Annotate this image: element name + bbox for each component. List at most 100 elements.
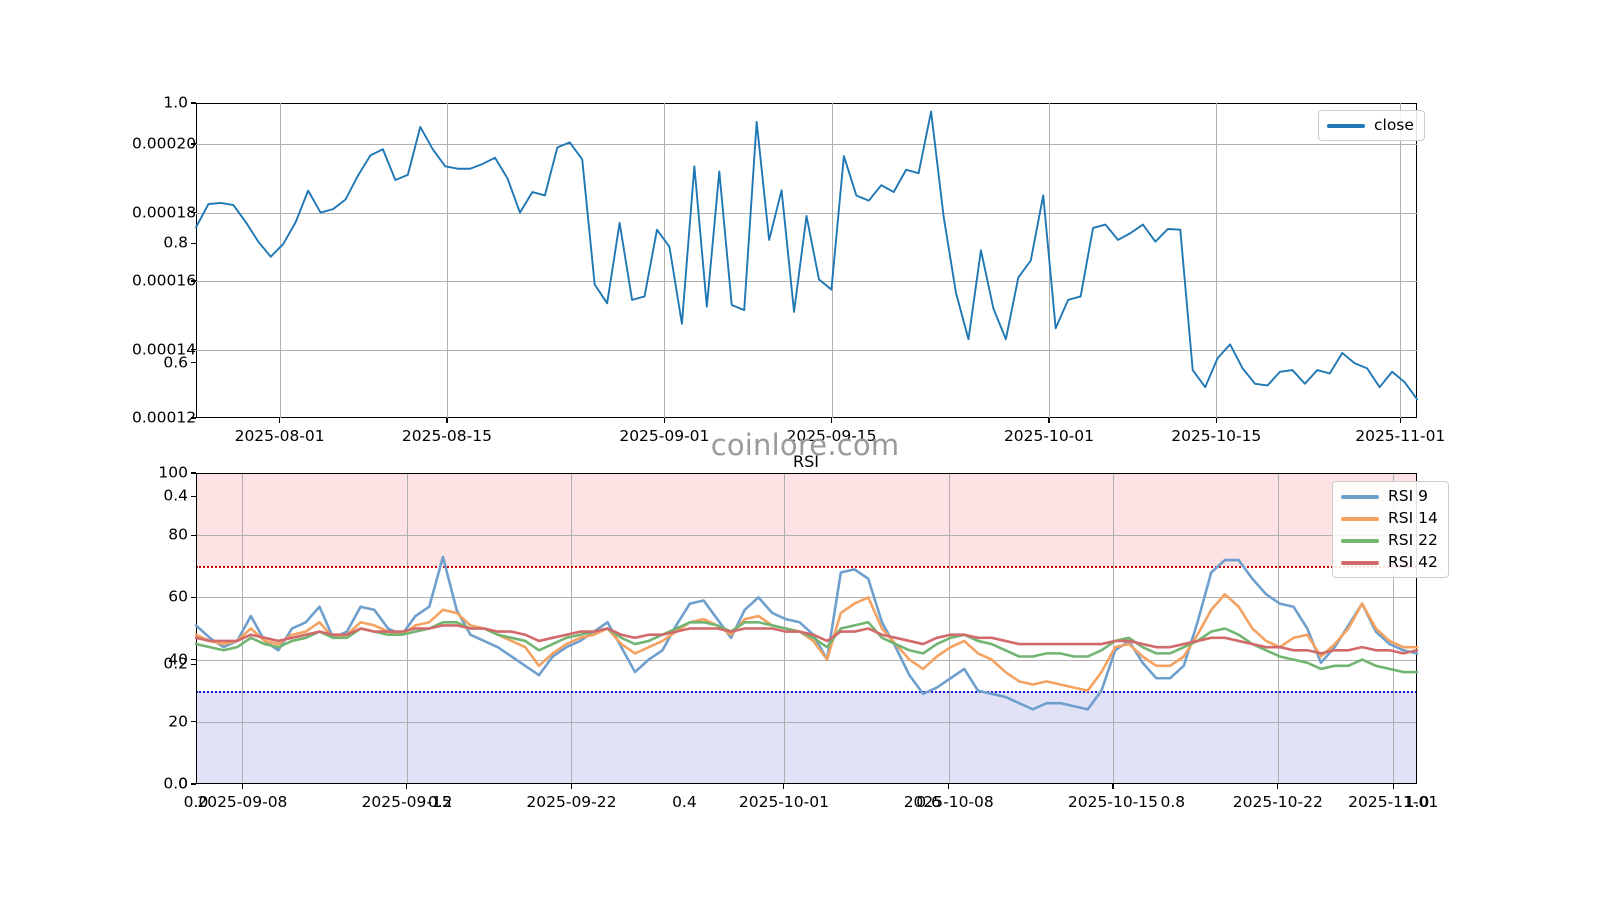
- rsi-ytick-overlay-mark: [191, 783, 196, 785]
- price-xtick-mark: [1048, 418, 1050, 423]
- price-plot-frame: [196, 103, 1417, 418]
- price-ytick-label: 0.00012: [132, 408, 197, 427]
- rsi-gridline-h: [196, 597, 1417, 599]
- price-ytick-mark: [191, 348, 196, 351]
- rsi-xtick-label: 2025-10-15: [1067, 793, 1159, 811]
- price-legend-label: close: [1374, 115, 1414, 134]
- price-gridline-h: [196, 349, 1417, 351]
- price-gridline-h: [196, 144, 1417, 146]
- rsi-xtick-label: 2025-10-22: [1232, 793, 1323, 811]
- rsi-xtick-label: 2025-10-01: [738, 793, 829, 811]
- rsi-xtick-label: 2025-11-01: [1348, 793, 1439, 811]
- rsi-xtick-label: 2025-09-22: [526, 793, 617, 811]
- rsi-ytick-label: 40: [168, 649, 188, 668]
- rsi-legend-item[interactable]: RSI 42: [1341, 554, 1438, 571]
- rsi-xtick-mark: [1112, 784, 1114, 789]
- rsi-legend[interactable]: RSI 9 RSI 14 RSI 22 RSI 42: [1332, 481, 1449, 578]
- rsi-legend-item[interactable]: RSI 22: [1341, 532, 1438, 549]
- rsi-gridline-h: [196, 659, 1417, 661]
- rsi-xtick-mark: [1392, 784, 1394, 789]
- rsi-xtick-mark: [948, 784, 950, 789]
- price-legend-item[interactable]: close: [1327, 117, 1414, 134]
- price-ytick-overlay-mark: [191, 102, 196, 104]
- price-xtick-mark: [446, 418, 448, 423]
- price-xtick-label: 2025-09-01: [619, 427, 710, 445]
- price-xtick-label: 2025-08-15: [401, 427, 492, 445]
- price-xtick-mark: [1399, 418, 1401, 423]
- price-chart-axes: [195, 103, 1418, 418]
- price-xtick-label: 2025-09-15: [786, 427, 877, 445]
- rsi-xtick-mark: [241, 784, 243, 789]
- price-legend[interactable]: close: [1318, 110, 1425, 141]
- rsi-gridline-v: [948, 473, 950, 784]
- rsi-line-rsi-22: [194, 620, 1419, 674]
- rsi-gridline-h: [196, 721, 1417, 723]
- rsi-xtick-label: 2025-10-08: [903, 793, 994, 811]
- rsi-series-group: [194, 555, 1419, 711]
- rsi-ytick-label: 0: [178, 774, 188, 793]
- rsi-legend-label: RSI 22: [1388, 530, 1438, 549]
- price-gridline-v: [1216, 103, 1218, 418]
- rsi-ytick-label: 60: [168, 587, 188, 606]
- rsi-legend-item[interactable]: RSI 14: [1341, 510, 1438, 527]
- price-ytick-label: 0.00018: [132, 202, 197, 221]
- rsi-ytick-overlay-label: 0.0: [163, 774, 188, 793]
- rsi-overbought-threshold-line: [196, 566, 1417, 569]
- price-xtick-label: 2025-11-01: [1355, 427, 1446, 445]
- rsi-line-rsi-42: [194, 624, 1419, 655]
- price-ytick-overlay-mark: [191, 362, 196, 364]
- rsi-ytick-label: 20: [168, 712, 188, 731]
- rsi-xtick-mark: [406, 784, 408, 789]
- rsi-overbought-band: [196, 473, 1417, 567]
- price-ytick-overlay-label: 0.6: [163, 353, 188, 372]
- rsi-legend-label: RSI 9: [1388, 486, 1428, 505]
- legend-color-swatch: [1341, 494, 1379, 499]
- rsi-chart-title: RSI: [793, 452, 819, 471]
- rsi-xtick-mark: [783, 784, 785, 789]
- legend-color-swatch: [1327, 123, 1365, 128]
- rsi-line-rsi-14: [194, 592, 1419, 692]
- price-gridline-h: [196, 212, 1417, 214]
- rsi-oversold-band: [196, 690, 1417, 784]
- rsi-legend-label: RSI 14: [1388, 508, 1438, 527]
- price-ytick-label: 0.00014: [132, 339, 197, 358]
- rsi-gridline-v: [1393, 473, 1395, 784]
- rsi-ytick-mark: [191, 721, 196, 723]
- rsi-legend-item[interactable]: RSI 9: [1341, 488, 1438, 505]
- rsi-xtick-overlay-label: 0.0: [183, 793, 209, 811]
- rsi-ytick-mark: [191, 659, 196, 661]
- price-xtick-mark: [663, 418, 665, 423]
- price-gridline-v: [446, 103, 448, 418]
- rsi-ytick-overlay-label: 0.2: [163, 654, 188, 673]
- price-gridline-v: [1400, 103, 1402, 418]
- rsi-ytick-overlay-label: 0.4: [163, 486, 188, 505]
- rsi-ytick-mark: [191, 472, 196, 474]
- price-xtick-label: 2025-08-01: [234, 427, 325, 445]
- price-ytick-mark: [191, 143, 196, 145]
- price-ytick-mark: [191, 280, 196, 282]
- rsi-gridline-h: [196, 535, 1417, 537]
- price-ytick-overlay-label: 1.0: [163, 93, 188, 112]
- rsi-xtick-overlay-label: 0.6: [916, 793, 941, 811]
- price-ytick-overlay-label: 0.8: [163, 233, 188, 252]
- legend-color-swatch: [1341, 538, 1379, 543]
- price-gridline-v: [664, 103, 666, 418]
- price-xtick-mark: [1215, 418, 1217, 423]
- rsi-xtick-mark: [570, 784, 573, 789]
- rsi-ytick-label: 80: [168, 525, 188, 544]
- price-ytick-mark: [191, 417, 196, 419]
- rsi-chart-axes: [194, 473, 1419, 784]
- rsi-ytick-overlay-mark: [191, 495, 196, 497]
- legend-color-swatch: [1341, 516, 1379, 521]
- rsi-legend-label: RSI 42: [1388, 552, 1438, 571]
- rsi-gridline-v: [1277, 473, 1279, 784]
- price-series-close: [195, 110, 1418, 401]
- rsi-xtick-overlay-label: 0.8: [1160, 793, 1186, 811]
- price-xtick-mark: [279, 418, 281, 423]
- rsi-xtick-label: 2025-09-08: [197, 793, 288, 811]
- rsi-ytick-label: 100: [158, 463, 188, 482]
- price-gridline-v: [831, 103, 833, 418]
- price-ytick-mark: [191, 211, 196, 214]
- price-gridline-h: [196, 281, 1417, 283]
